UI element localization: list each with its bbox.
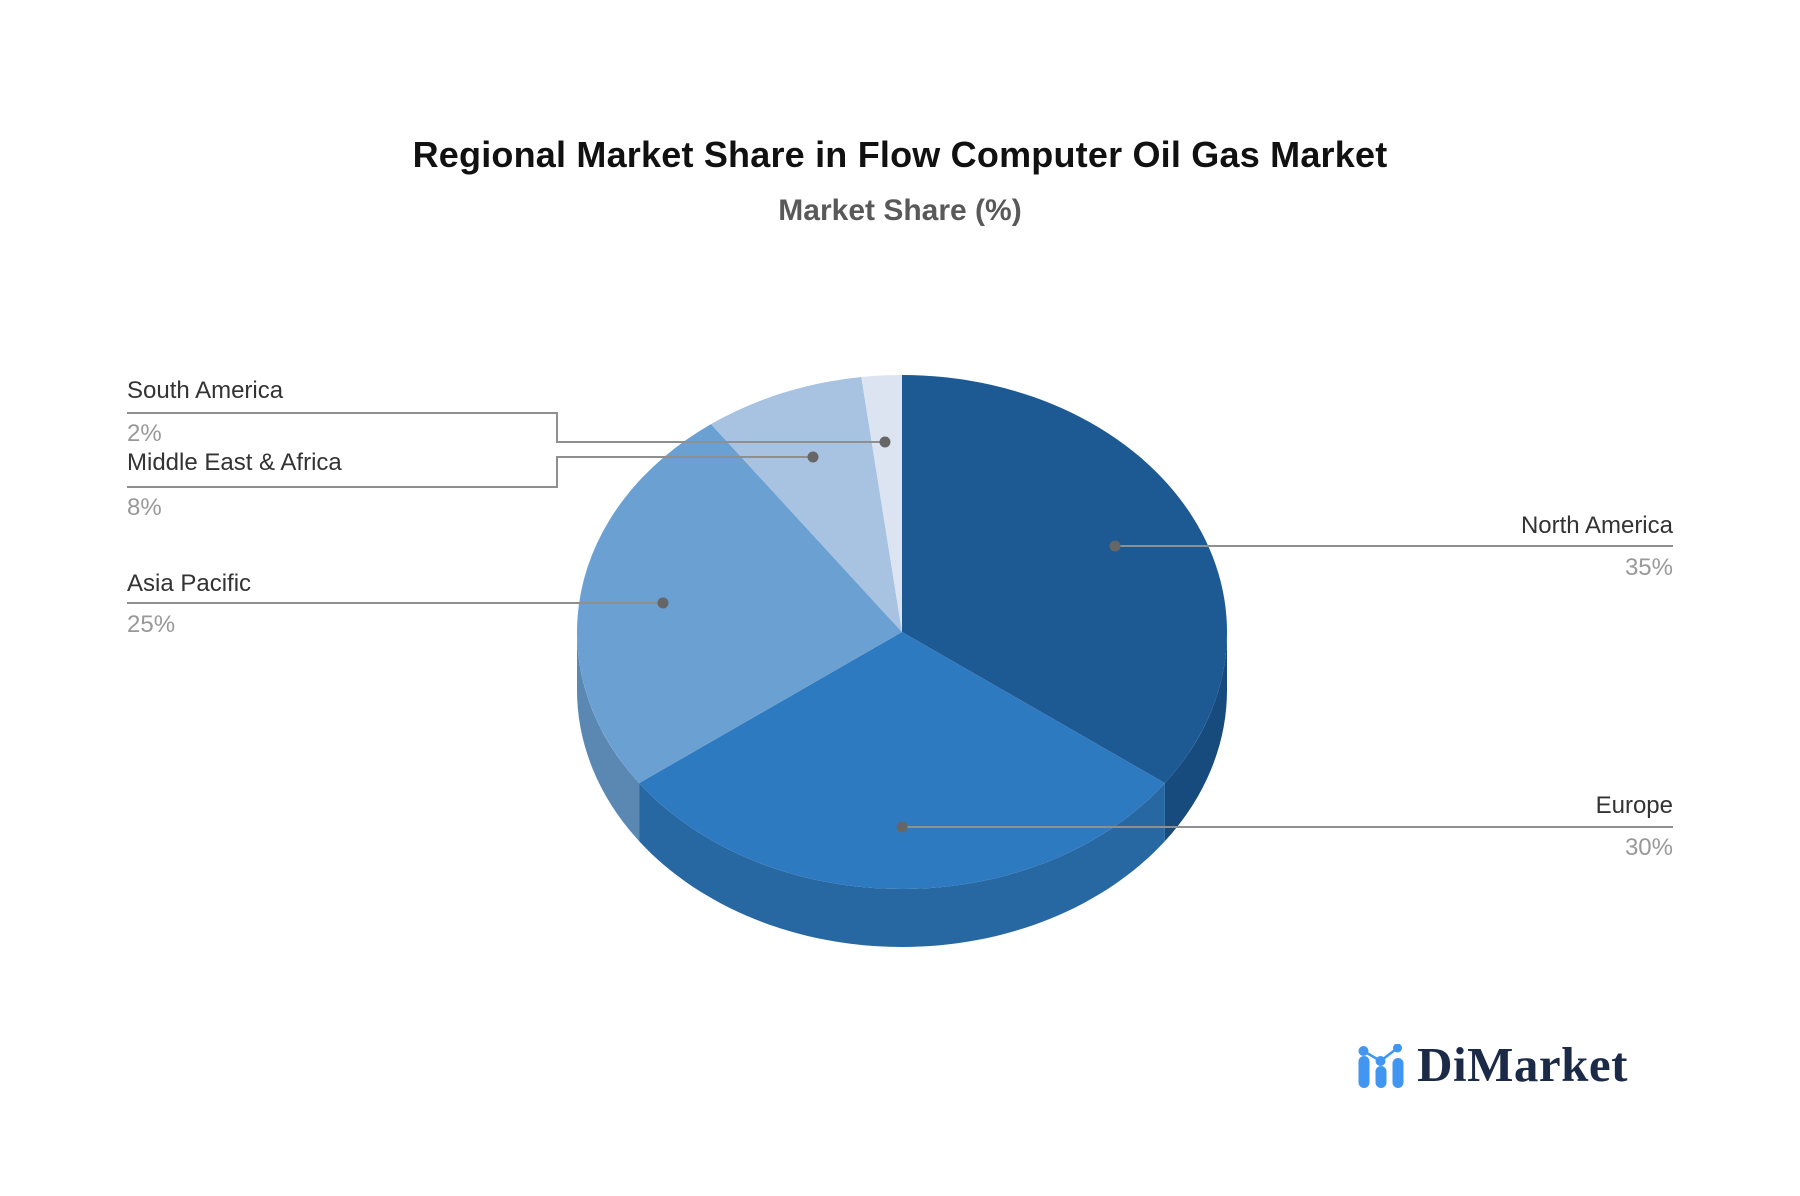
value-south-america: 2% [127,420,162,447]
leader-line-south-america [127,412,885,443]
pie-slice-middle-east-africa[interactable] [711,377,902,632]
value-north-america: 35% [1624,554,1673,581]
label-asia-pacific: Asia Pacific [127,570,252,597]
dimarket-logo-icon [1358,1044,1404,1088]
label-europe: Europe [1595,792,1673,819]
label-north-america: North America [1520,512,1673,539]
pie-slice-side-europe [639,783,1165,948]
label-middle-east-africa: Middle East & Africa [127,449,342,476]
leader-dot-north-america [1109,540,1121,552]
dimarket-logo-text: DiMarket [1417,1037,1628,1092]
value-asia-pacific: 25% [127,611,176,638]
label-south-america: South America [127,377,284,404]
pie-slice-side-north-america [1164,632,1227,842]
leader-dot-europe [896,821,908,833]
pie-slice-south-america[interactable] [861,374,902,632]
leader-line-middle-east-africa [127,456,813,488]
pie-slice-north-america[interactable] [902,375,1228,784]
leader-dot-south-america [879,436,891,448]
value-europe: 30% [1624,834,1673,861]
chart-subtitle: Market Share (%) [778,194,1022,227]
pie-slice-europe[interactable] [639,632,1165,890]
chart-title: Regional Market Share in Flow Computer O… [412,134,1388,175]
leader-dot-asia-pacific [657,597,669,609]
pie-slice-asia-pacific[interactable] [577,424,902,784]
leader-dot-middle-east-africa [807,451,819,463]
value-middle-east-africa: 8% [127,494,162,521]
dimarket-logo: DiMarket [1358,1040,1628,1089]
pie-slice-side-asia-pacific [576,632,640,842]
